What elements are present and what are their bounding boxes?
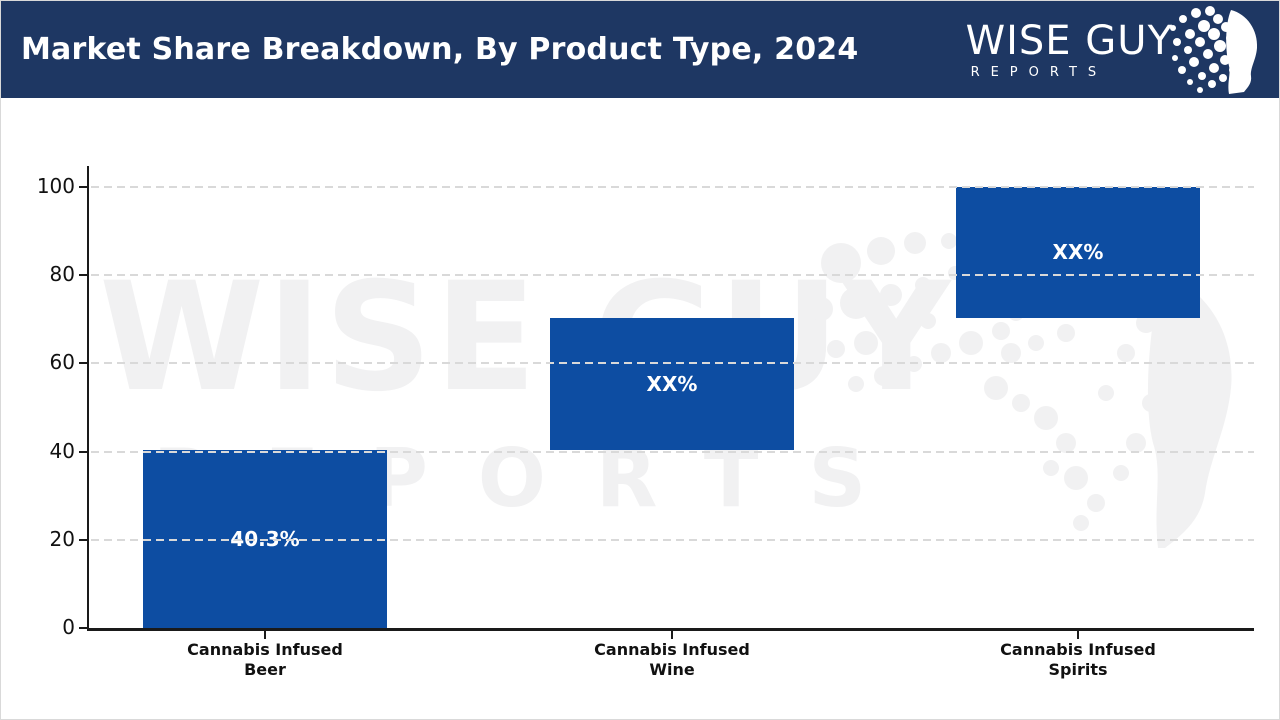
y-tick-label-100: 100 [36,174,75,198]
bar-value-label: XX% [646,372,698,397]
bar-segment: XX% [956,187,1200,318]
bar-value-label: XX% [1052,240,1104,265]
gridline-80 [91,274,1254,277]
x-tick-mark [671,631,673,639]
y-tick-mark-20 [79,538,89,541]
category-label-line: Spirits [1048,660,1108,679]
gridline-60 [91,362,1254,365]
category-label-line: Cannabis Infused [187,640,343,659]
x-tick-mark [1077,631,1079,639]
category-label-line: Beer [244,660,286,679]
y-axis-line [87,166,89,631]
y-tick-label-40: 40 [49,438,75,463]
logo-line1: WISE GUY [965,17,1173,64]
category-label: Cannabis Infused Wine [512,640,832,680]
gridline-100 [91,186,1254,188]
logo-line2: REPORTS [970,64,1108,80]
y-tick-mark-0 [79,627,89,629]
y-tick-mark-80 [79,274,89,277]
y-tick-label-80: 80 [49,262,75,287]
y-tick-mark-60 [79,362,89,365]
logo-wordmark: WISE GUY REPORTS [966,21,1173,79]
wiseguy-logo: WISE GUY REPORTS [966,4,1263,96]
watermark-face-icon [809,232,1232,548]
x-tick-mark [264,631,266,639]
watermark-wordmark: WISE GUY [99,251,953,425]
bar-segment: 40.3% [143,450,387,628]
bar-segment: XX% [550,317,794,451]
gridline-20 [91,538,1254,541]
x-axis-line [87,628,1254,631]
gridline-40 [91,450,1254,453]
category-label-line: Cannabis Infused [1000,640,1156,659]
y-tick-mark-100 [79,186,89,188]
bar-value-label: 40.3% [230,527,300,552]
y-tick-label-20: 20 [49,526,75,551]
category-label: Cannabis Infused Beer [105,640,425,680]
watermark-reports: REPORTS [153,432,917,525]
page-title: Market Share Breakdown, By Product Type,… [21,32,859,67]
y-tick-label-0: 0 [62,615,75,639]
y-tick-label-60: 60 [49,350,75,375]
category-label-line: Wine [649,660,695,679]
header-bar: Market Share Breakdown, By Product Type,… [1,1,1279,98]
category-label-line: Cannabis Infused [594,640,750,659]
logo-face-icon [1170,5,1258,94]
y-tick-mark-40 [79,450,89,453]
category-label: Cannabis Infused Spirits [918,640,1238,680]
